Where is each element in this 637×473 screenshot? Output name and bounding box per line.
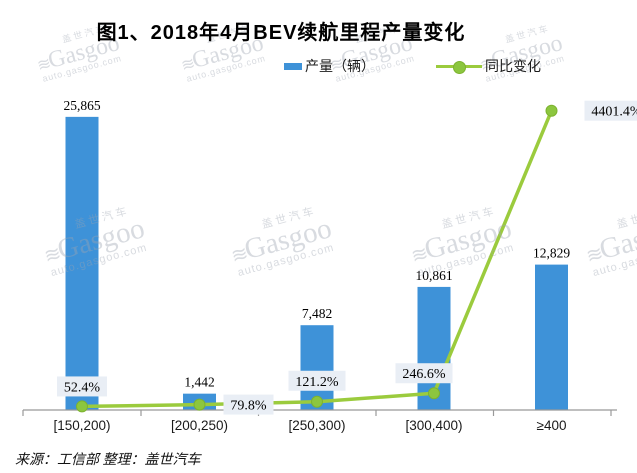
legend-label-production: 产量（辆） <box>305 58 375 74</box>
category-label: [250,300) <box>288 418 345 433</box>
bar-value-label: 25,865 <box>63 98 100 113</box>
bar-series-swatch-icon <box>284 62 302 70</box>
legend-item-production: 产量（辆） <box>284 56 375 76</box>
category-label: ≥400 <box>537 418 567 433</box>
yoy-value-label: 4401.4% <box>591 105 637 120</box>
bar <box>65 116 99 410</box>
yoy-value-label: 52.4% <box>64 380 101 395</box>
bar-value-label: 10,861 <box>415 268 452 283</box>
legend: 产量（辆） 同比变化 <box>0 56 637 76</box>
category-label: [200,250) <box>171 418 228 433</box>
bar-value-label: 1,442 <box>184 375 214 390</box>
category-label: [150,200) <box>53 418 110 433</box>
legend-item-yoy: 同比变化 <box>436 56 541 76</box>
legend-label-yoy: 同比变化 <box>485 58 541 74</box>
yoy-marker <box>76 400 88 413</box>
bar-value-label: 7,482 <box>302 306 332 321</box>
yoy-value-label: 121.2% <box>295 375 339 390</box>
line-series-swatch-icon <box>436 60 482 74</box>
yoy-label-box <box>584 100 637 121</box>
bar-value-label: 12,829 <box>533 246 570 261</box>
yoy-value-label: 79.8% <box>230 399 267 414</box>
yoy-label-box <box>223 394 274 415</box>
yoy-marker <box>311 395 323 408</box>
bar <box>535 264 568 410</box>
yoy-marker <box>545 104 558 117</box>
chart-title: 图1、2018年4月BEV续航里程产量变化 <box>96 22 466 44</box>
yoy-marker <box>193 398 206 411</box>
yoy-value-label: 246.6% <box>402 367 446 382</box>
category-label: [300,400) <box>405 418 462 433</box>
yoy-label-box <box>57 376 107 397</box>
yoy-marker <box>428 387 440 400</box>
yoy-label-box <box>395 363 453 384</box>
source-note: 来源：工信部 整理：盖世汽车 <box>15 453 201 468</box>
yoy-label-box <box>288 370 346 391</box>
